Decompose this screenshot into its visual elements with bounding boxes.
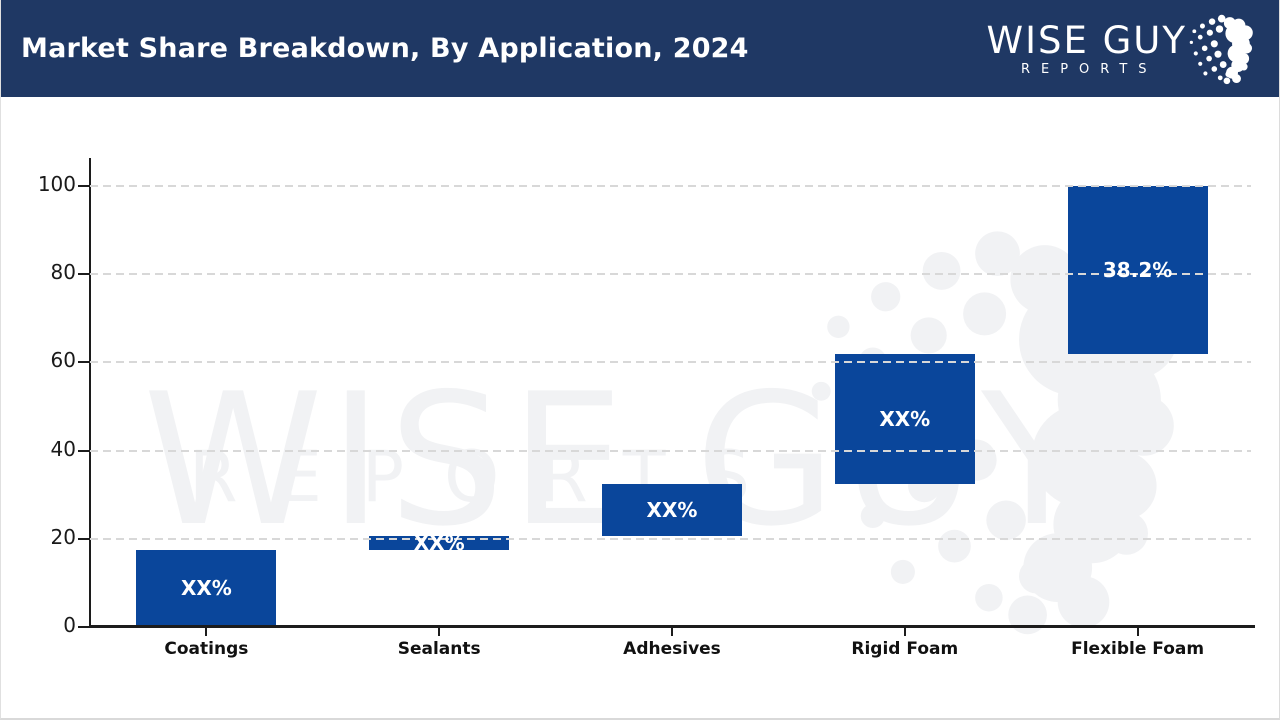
category-label-3: Adhesives bbox=[623, 639, 721, 659]
y-tick-label: 40 bbox=[50, 436, 76, 461]
x-tick-mark bbox=[903, 628, 906, 636]
category-label-4: Rigid Foam bbox=[851, 639, 959, 659]
bar-coatings bbox=[136, 549, 277, 627]
x-tick-mark bbox=[205, 628, 208, 636]
gridline-20 bbox=[90, 537, 1251, 540]
y-tick-mark bbox=[78, 449, 90, 452]
category-label-1: Coatings bbox=[164, 639, 249, 659]
y-tick-label: 20 bbox=[50, 524, 76, 549]
bar-rigid-foam bbox=[834, 354, 975, 485]
y-tick-label: 60 bbox=[50, 348, 76, 373]
y-tick-label: 0 bbox=[63, 613, 76, 637]
bar-value-label: XX% bbox=[180, 576, 232, 601]
x-tick-mark bbox=[1136, 628, 1139, 636]
y-tick-mark bbox=[78, 361, 90, 364]
bar-value-label: 38.2% bbox=[1102, 258, 1173, 283]
gridline-80 bbox=[90, 273, 1251, 276]
gridline-40 bbox=[90, 449, 1251, 452]
bar-flexible-foam bbox=[1067, 186, 1208, 355]
logo-text: WISE GUY REPORTS bbox=[987, 22, 1187, 76]
x-tick-mark bbox=[438, 628, 441, 636]
y-tick-mark bbox=[78, 537, 90, 540]
y-tick-label: 100 bbox=[37, 172, 76, 196]
logo-subtext: REPORTS bbox=[1020, 61, 1158, 77]
header: Market Share Breakdown, By Application, … bbox=[1, 0, 1279, 97]
gridline-100 bbox=[90, 185, 1251, 187]
y-tick-mark bbox=[78, 185, 90, 187]
category-label-5: Flexible Foam bbox=[1071, 639, 1205, 659]
wise-guy-logo: WISE GUY REPORTS bbox=[987, 8, 1255, 90]
y-tick-mark bbox=[78, 626, 90, 628]
gridline-60 bbox=[90, 361, 1251, 364]
bar-adhesives bbox=[602, 484, 742, 537]
x-tick-mark bbox=[671, 628, 673, 636]
bar-value-label: XX% bbox=[413, 530, 465, 555]
logo-dotted-face-icon bbox=[1181, 8, 1255, 90]
x-axis bbox=[89, 625, 1255, 628]
bar-value-label: XX% bbox=[646, 498, 698, 523]
y-tick-mark bbox=[78, 273, 90, 276]
logo-wordmark: WISE GUY bbox=[986, 18, 1187, 62]
bar-value-label: XX% bbox=[879, 407, 931, 432]
y-tick-label: 80 bbox=[50, 260, 76, 285]
y-axis bbox=[89, 158, 91, 628]
page-title: Market Share Breakdown, By Application, … bbox=[21, 32, 749, 64]
category-label-2: Sealants bbox=[397, 639, 481, 659]
